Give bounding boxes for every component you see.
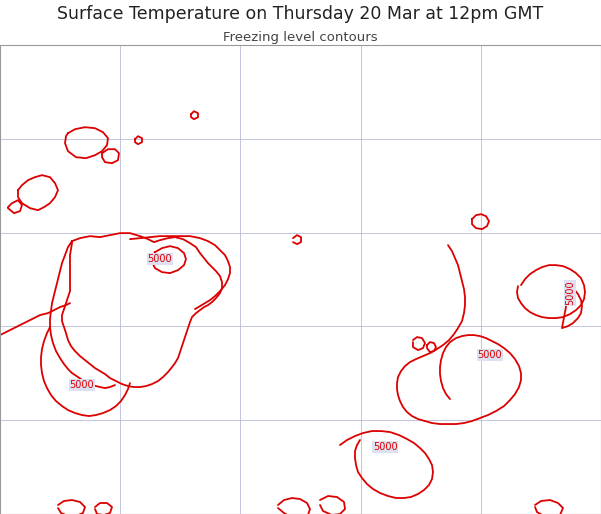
Text: Freezing level contours: Freezing level contours [223, 31, 378, 44]
Text: 5000: 5000 [478, 350, 502, 360]
Text: Surface Temperature on Thursday 20 Mar at 12pm GMT: Surface Temperature on Thursday 20 Mar a… [57, 5, 544, 23]
Text: 5000: 5000 [373, 442, 397, 452]
Text: 5000: 5000 [565, 281, 575, 305]
Text: 5000: 5000 [148, 254, 172, 264]
Text: 5000: 5000 [70, 380, 94, 390]
